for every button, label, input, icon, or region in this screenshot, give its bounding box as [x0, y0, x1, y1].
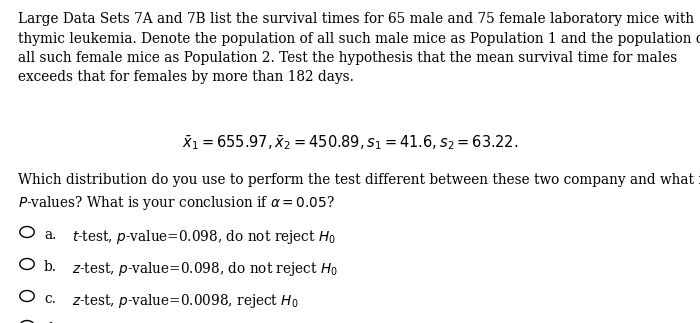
- Text: b.: b.: [44, 260, 57, 274]
- Text: $z$-test, $p$-value=0.098, do not reject $H_0$: $z$-test, $p$-value=0.098, do not reject…: [72, 260, 338, 278]
- Text: a.: a.: [44, 228, 57, 242]
- Text: d.: d.: [44, 322, 57, 323]
- Text: $z$-test, $p$-value=0.0098, reject $H_0$: $z$-test, $p$-value=0.0098, reject $H_0$: [72, 292, 298, 310]
- Text: Large Data Sets 7A and 7B list the survival times for 65 male and 75 female labo: Large Data Sets 7A and 7B list the survi…: [18, 12, 700, 85]
- Text: $P$-values? What is your conclusion if $\alpha = 0.05$?: $P$-values? What is your conclusion if $…: [18, 194, 335, 213]
- Text: $\bar{x}_1 = 655.97, \bar{x}_2 = 450.89, s_1 = 41.6, s_2 = 63.22.$: $\bar{x}_1 = 655.97, \bar{x}_2 = 450.89,…: [182, 133, 518, 152]
- Text: $t$-test, $p$-value=0.001, reject $H_0$: $t$-test, $p$-value=0.001, reject $H_0$: [72, 322, 288, 323]
- Text: c.: c.: [44, 292, 56, 306]
- Text: $t$-test, $p$-value=0.098, do not reject $H_0$: $t$-test, $p$-value=0.098, do not reject…: [72, 228, 336, 246]
- Text: Which distribution do you use to perform the test different between these two co: Which distribution do you use to perform…: [18, 173, 700, 187]
